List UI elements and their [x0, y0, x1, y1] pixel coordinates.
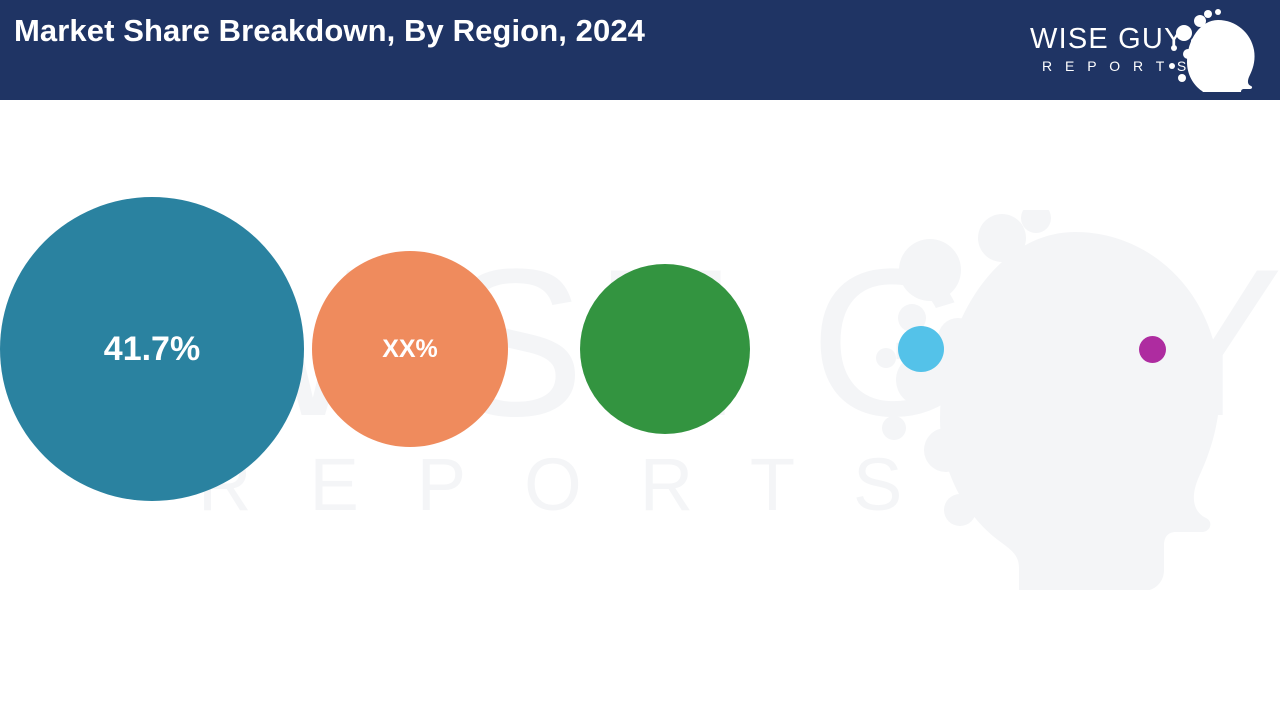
bubble-north-america[interactable]: 41.7%: [0, 197, 304, 501]
head-profile-dots-icon: [1169, 9, 1255, 92]
bubble-mea[interactable]: [1138, 335, 1166, 363]
wise-guy-reports-logo: WISE GUY R E P O R T S: [1030, 9, 1255, 92]
logo-text-line2: R E P O R T S: [1042, 58, 1191, 74]
bubble-europe[interactable]: XX%: [312, 251, 508, 447]
bubble-chart-plot-area: WISE GUY REPORTS 41.7%: [0, 100, 1280, 720]
page-title: Market Share Breakdown, By Region, 2024: [14, 13, 646, 48]
bubble-value-label-north-america: 41.7%: [103, 330, 201, 368]
bubble-south-america[interactable]: [898, 326, 944, 372]
chart-header-band: Market Share Breakdown, By Region, 2024 …: [0, 0, 1280, 100]
logo-text-line1: WISE GUY: [1030, 23, 1185, 55]
watermark-head-profile-dots-icon: [876, 210, 1220, 590]
watermark-text-line2: REPORTS: [198, 443, 960, 526]
bubble-value-label-europe: XX%: [382, 334, 438, 363]
bubble-apac[interactable]: [580, 264, 750, 434]
